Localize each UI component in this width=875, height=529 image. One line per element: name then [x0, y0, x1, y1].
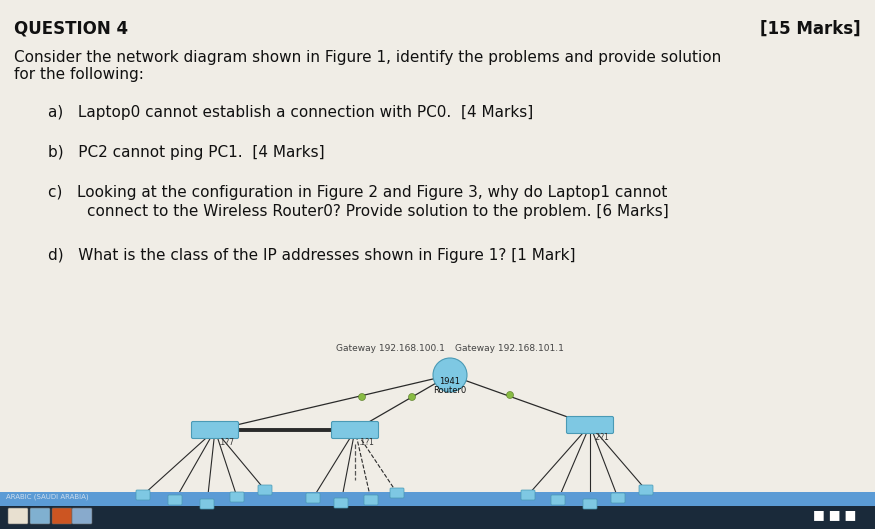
FancyBboxPatch shape	[332, 422, 379, 439]
FancyBboxPatch shape	[30, 508, 50, 524]
FancyBboxPatch shape	[583, 499, 597, 509]
FancyBboxPatch shape	[8, 508, 28, 524]
Text: Consider the network diagram shown in Figure 1, identify the problems and provid: Consider the network diagram shown in Fi…	[14, 50, 721, 65]
FancyBboxPatch shape	[639, 485, 653, 495]
FancyBboxPatch shape	[611, 493, 625, 503]
FancyBboxPatch shape	[306, 493, 320, 503]
FancyBboxPatch shape	[136, 490, 150, 500]
Circle shape	[507, 391, 514, 398]
Text: ARABIC (SAUDI ARABIA): ARABIC (SAUDI ARABIA)	[6, 493, 88, 499]
Text: for the following:: for the following:	[14, 67, 144, 82]
FancyBboxPatch shape	[258, 485, 272, 495]
Text: .1?7: .1?7	[218, 438, 234, 447]
FancyBboxPatch shape	[566, 416, 613, 433]
FancyBboxPatch shape	[364, 495, 378, 505]
Text: b)   PC2 cannot ping PC1.  [4 Marks]: b) PC2 cannot ping PC1. [4 Marks]	[48, 145, 325, 160]
Text: a)   Laptop0 cannot establish a connection with PC0.  [4 Marks]: a) Laptop0 cannot establish a connection…	[48, 105, 533, 120]
FancyBboxPatch shape	[200, 499, 214, 509]
FancyBboxPatch shape	[521, 490, 535, 500]
FancyBboxPatch shape	[52, 508, 72, 524]
FancyBboxPatch shape	[72, 508, 92, 524]
Text: Gateway 192.168.100.1: Gateway 192.168.100.1	[336, 344, 445, 353]
Text: .1?1: .1?1	[358, 438, 374, 447]
FancyBboxPatch shape	[0, 492, 875, 506]
Text: c)   Looking at the configuration in Figure 2 and Figure 3, why do Laptop1 canno: c) Looking at the configuration in Figur…	[48, 185, 668, 200]
Text: 1941: 1941	[439, 377, 460, 386]
FancyBboxPatch shape	[230, 492, 244, 502]
Circle shape	[433, 358, 467, 392]
FancyBboxPatch shape	[390, 488, 404, 498]
Text: ■ ■ ■: ■ ■ ■	[813, 508, 856, 522]
FancyBboxPatch shape	[192, 422, 239, 439]
Text: Gateway 192.168.101.1: Gateway 192.168.101.1	[455, 344, 564, 353]
FancyBboxPatch shape	[0, 0, 875, 493]
Text: [15 Marks]: [15 Marks]	[760, 20, 861, 38]
FancyBboxPatch shape	[551, 495, 565, 505]
Text: .2?1: .2?1	[593, 433, 609, 442]
Circle shape	[359, 394, 366, 400]
Text: connect to the Wireless Router0? Provide solution to the problem. [6 Marks]: connect to the Wireless Router0? Provide…	[48, 204, 668, 219]
Text: Router0: Router0	[433, 386, 466, 395]
FancyBboxPatch shape	[0, 506, 875, 529]
FancyBboxPatch shape	[168, 495, 182, 505]
Text: d)   What is the class of the IP addresses shown in Figure 1? [1 Mark]: d) What is the class of the IP addresses…	[48, 248, 576, 263]
Circle shape	[409, 394, 416, 400]
FancyBboxPatch shape	[334, 498, 348, 508]
Text: QUESTION 4: QUESTION 4	[14, 20, 128, 38]
